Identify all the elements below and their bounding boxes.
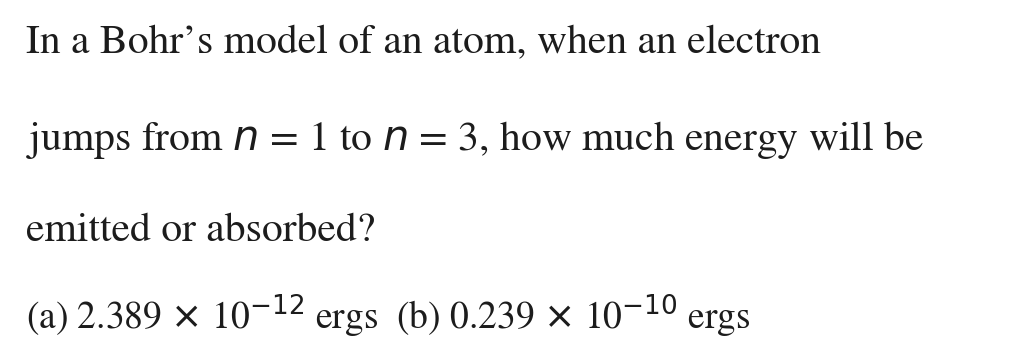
- Text: (a) 2.389 $\times$ 10$^{-12}$ ergs  (b) 0.239 $\times$ 10$^{-10}$ ergs: (a) 2.389 $\times$ 10$^{-12}$ ergs (b) 0…: [26, 292, 751, 339]
- Text: emitted or absorbed?: emitted or absorbed?: [26, 213, 375, 251]
- Text: jumps from $n$ = 1 to $n$ = 3, how much energy will be: jumps from $n$ = 1 to $n$ = 3, how much …: [26, 119, 924, 161]
- Text: In a Bohr’s model of an atom, when an electron: In a Bohr’s model of an atom, when an el…: [26, 25, 820, 63]
